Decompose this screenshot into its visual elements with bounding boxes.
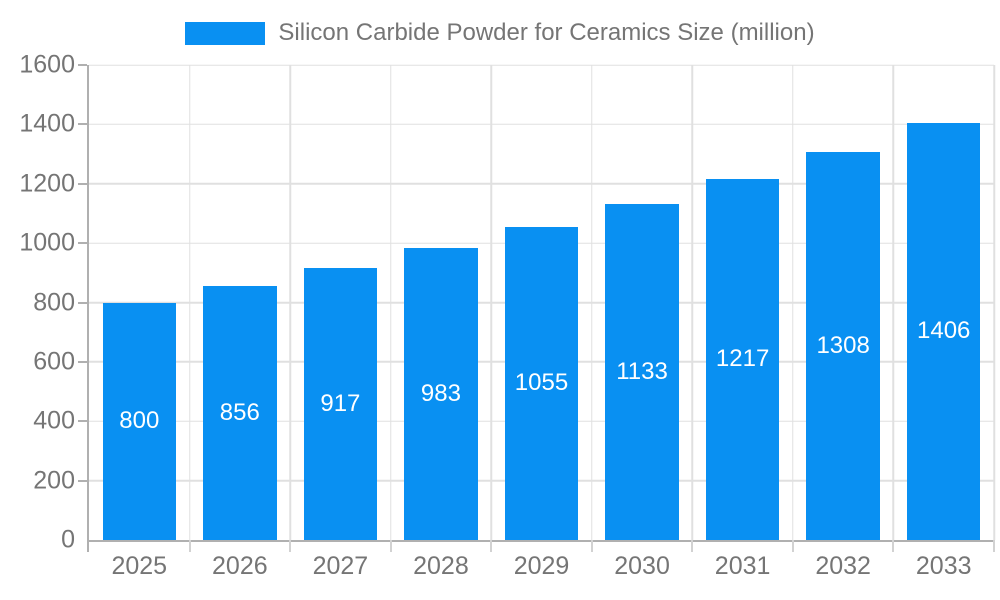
bar-2033[interactable]: 1406 [907, 122, 981, 540]
bar-value-label: 1308 [816, 331, 870, 359]
bar-value-label: 983 [420, 380, 461, 408]
y-axis-tick [78, 123, 87, 126]
bar-2031[interactable]: 1217 [705, 178, 780, 540]
bar-value-label: 1217 [715, 345, 770, 373]
y-axis-tick [78, 182, 87, 185]
x-axis-tick [993, 540, 995, 552]
bar-value-label: 856 [219, 398, 260, 426]
bar-slot: 800 [89, 65, 190, 540]
y-axis-tick-label: 1400 [19, 109, 75, 138]
y-axis-tick [78, 242, 87, 245]
x-axis-tick [87, 540, 89, 552]
gridline-horizontal [89, 64, 994, 66]
plot-area: 0 200 400 600 800 1000 1200 1400 1600 800 2025 856 2… [19, 52, 995, 579]
x-axis-tick [490, 540, 493, 552]
gridline-vertical [188, 65, 191, 540]
x-axis-tick [389, 540, 392, 552]
legend: Silicon Carbide Powder for Ceramics Size… [0, 19, 1000, 48]
y-axis-tick [78, 479, 87, 482]
bar-value-label: 917 [320, 389, 361, 417]
x-axis-tick [791, 540, 794, 552]
x-axis-tick-label: 2027 [312, 552, 369, 580]
gridline-horizontal [89, 123, 994, 126]
y-axis-tick-label: 400 [33, 406, 75, 435]
x-axis-tick-label: 2028 [413, 552, 469, 580]
y-axis-tick [78, 301, 87, 304]
bar-slot: 856 [190, 65, 291, 540]
y-axis-tick-label: 800 [33, 288, 75, 316]
bar-slot: 1406 [893, 65, 994, 540]
bar-value-label: 1133 [616, 357, 668, 385]
gridline-vertical [691, 65, 694, 540]
y-axis-tick-label: 1600 [19, 50, 75, 79]
bar-slot: 983 [391, 65, 492, 540]
x-axis-tick [289, 540, 292, 552]
bar-slot: 1055 [491, 65, 592, 540]
y-axis-tick-label: 1000 [19, 228, 75, 257]
x-axis-tick-label: 2031 [714, 552, 771, 580]
gridline-vertical [892, 65, 895, 540]
gridline-vertical [792, 65, 794, 540]
x-axis-tick-label: 2032 [815, 552, 871, 580]
y-axis-tick-label: 600 [33, 347, 75, 376]
gridline-vertical [389, 65, 392, 540]
gridline-vertical [490, 65, 492, 540]
bar-slot: 917 [290, 65, 391, 540]
bar-2030[interactable]: 1133 [605, 203, 679, 540]
y-axis-tick-label: 1200 [19, 169, 75, 198]
bar-value-label: 1055 [514, 369, 569, 397]
y-axis-tick-label: 0 [61, 525, 75, 554]
x-axis-tick [892, 540, 895, 552]
bar-slot: 1133 [592, 65, 693, 540]
x-axis-tick-label: 2029 [513, 552, 570, 580]
legend-item[interactable]: Silicon Carbide Powder for Ceramics Size… [185, 19, 815, 48]
bar-value-label: 1406 [917, 317, 971, 345]
x-axis-tick-label: 2030 [614, 552, 670, 580]
x-axis-tick [691, 540, 694, 552]
bar-slot: 1308 [793, 65, 894, 540]
bar-2025[interactable]: 800 [102, 302, 176, 540]
x-axis-tick-label: 2026 [212, 552, 268, 580]
y-axis-tick [78, 360, 87, 363]
legend-swatch [185, 21, 266, 45]
bar-2028[interactable]: 983 [404, 248, 478, 540]
legend-label: Silicon Carbide Powder for Ceramics Size… [278, 19, 815, 46]
bar-2027[interactable]: 917 [303, 267, 378, 540]
bar-2029[interactable]: 1055 [504, 226, 579, 540]
y-axis-tick-label: 200 [33, 466, 75, 495]
y-axis-tick [78, 420, 87, 423]
bar-2032[interactable]: 1308 [806, 151, 880, 540]
gridline-vertical [289, 65, 291, 540]
x-axis-tick [590, 540, 593, 552]
gridline-vertical [993, 65, 995, 540]
x-axis-tick-label: 2025 [111, 552, 168, 580]
bar-2026[interactable]: 856 [203, 285, 277, 540]
bar-value-label: 800 [119, 407, 160, 435]
x-axis-tick-label: 2033 [915, 552, 972, 580]
bar-slot: 1217 [692, 65, 793, 540]
gridline-horizontal [89, 183, 994, 185]
x-axis-tick [188, 540, 191, 552]
gridline-vertical [591, 65, 593, 540]
y-axis-tick [78, 64, 87, 66]
